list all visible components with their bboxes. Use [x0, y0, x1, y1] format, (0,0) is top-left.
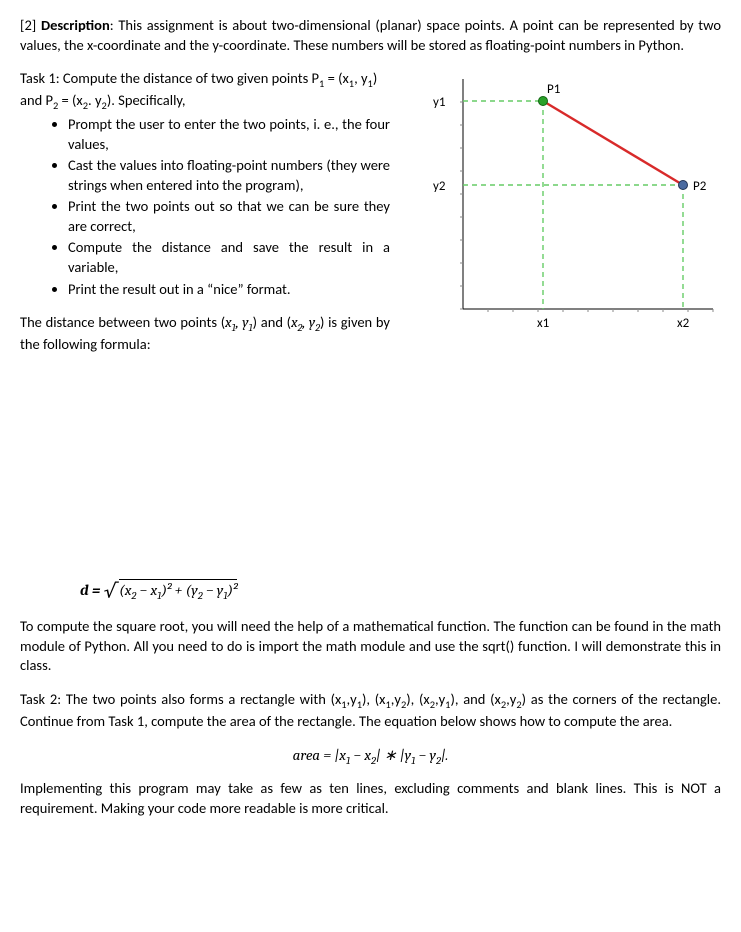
list-item: Prompt the user to enter the two points,… — [68, 115, 390, 154]
t: , y — [354, 69, 367, 87]
sqrt-paragraph: To compute the square root, you will nee… — [20, 617, 721, 676]
t: d = — [80, 581, 104, 599]
description-paragraph: [2] Description: This assignment is abou… — [20, 16, 721, 55]
t: ,y — [347, 690, 357, 708]
t: ,y — [435, 690, 445, 708]
t: = (x — [324, 69, 348, 87]
svg-text:x1: x1 — [537, 316, 549, 331]
svg-text:P1: P1 — [547, 82, 560, 97]
t: | ∗ |y — [376, 746, 411, 764]
t: ,y — [506, 690, 516, 708]
task1-text-column: Task 1: Compute the distance of two give… — [20, 69, 390, 355]
t: |. — [441, 746, 448, 764]
t: − y — [203, 581, 224, 599]
t: area = |x — [293, 746, 346, 764]
t: ), and (x — [450, 690, 500, 708]
svg-text:y2: y2 — [433, 179, 446, 194]
task1-block: y1 y2 x1 x2 P1 P2 Task 1: Compute the distanc… — [20, 69, 721, 355]
t: The distance between two points ( — [20, 313, 225, 331]
distance-formula: d = √(x2 − x1)² + (y2 − y1)² — [80, 575, 721, 604]
t: − x — [136, 581, 157, 599]
closing-paragraph: Implementing this program may take as fe… — [20, 779, 721, 818]
t: Task 2: The two points also forms a rect… — [20, 690, 341, 708]
svg-text:y1: y1 — [433, 95, 445, 110]
t: = (x — [58, 91, 82, 109]
desc-label: [2] — [20, 16, 41, 34]
distance-formula-intro: The distance between two points (x1, y1)… — [20, 313, 390, 355]
t: ), (x — [406, 690, 429, 708]
desc-heading: Description — [41, 16, 110, 34]
task2-paragraph: Task 2: The two points also forms a rect… — [20, 690, 721, 732]
t: Task 1: Compute the distance of two give… — [20, 69, 319, 87]
t: ), (x — [362, 690, 385, 708]
t: ) and ( — [253, 313, 291, 331]
radical-icon: √ — [104, 579, 119, 602]
t: ,y — [391, 690, 401, 708]
task1-bullet-list: Prompt the user to enter the two points,… — [20, 115, 390, 299]
t: )² — [228, 581, 238, 599]
t: . y — [88, 91, 102, 109]
t: ). Specifically, — [107, 91, 186, 109]
list-item: Print the result out in a “nice” format. — [68, 280, 390, 300]
area-formula: area = |x1 − x2| ∗ |y1 − y2|. — [20, 745, 721, 769]
svg-text:P2: P2 — [693, 179, 707, 194]
t: (x — [119, 581, 131, 599]
svg-text:x2: x2 — [677, 316, 690, 331]
list-item: Compute the distance and save the result… — [68, 238, 390, 277]
task1-intro: Task 1: Compute the distance of two give… — [20, 69, 390, 113]
list-item: Print the two points out so that we can … — [68, 197, 390, 236]
t: − y — [415, 746, 436, 764]
desc-text: : This assignment is about two-dimension… — [20, 16, 721, 54]
t: )² + (y — [161, 581, 197, 599]
list-item: Cast the values into floating-point numb… — [68, 156, 390, 195]
distance-chart: y1 y2 x1 x2 P1 P2 — [421, 73, 721, 333]
t: − x — [350, 746, 371, 764]
